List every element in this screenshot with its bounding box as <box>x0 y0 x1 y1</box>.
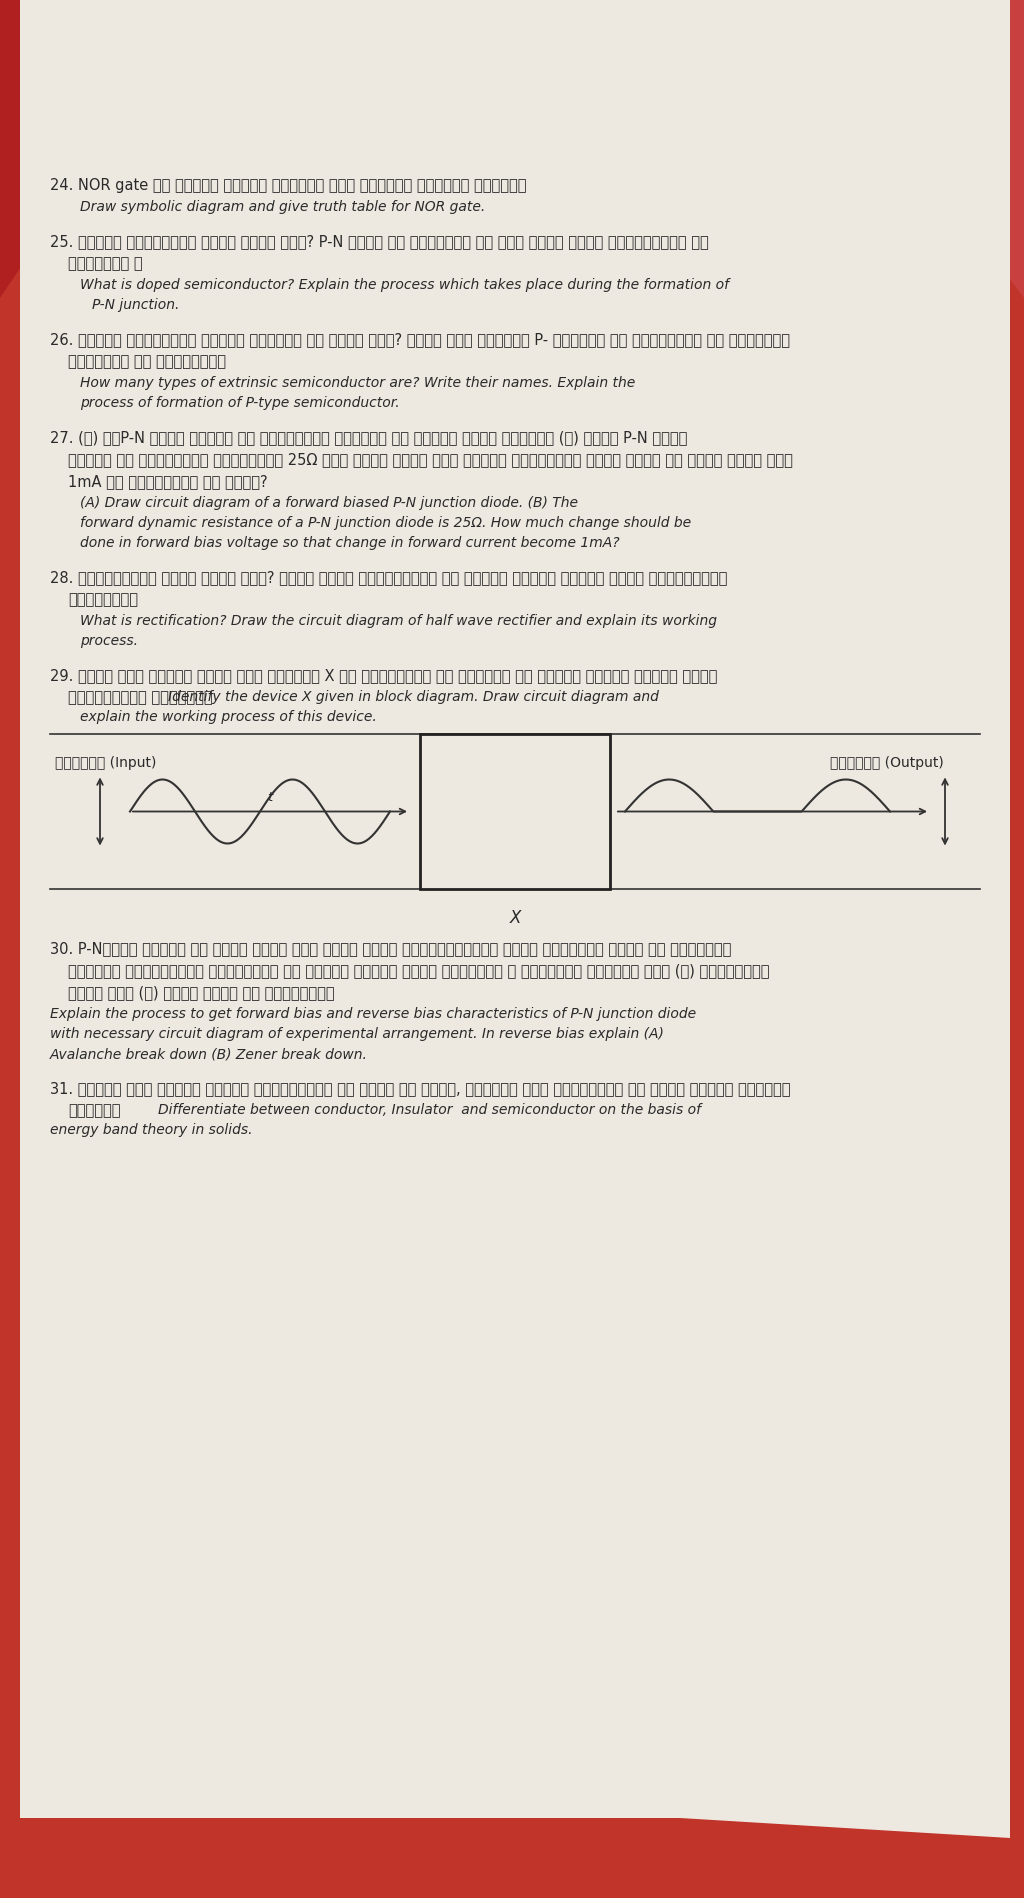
Text: 27. (अ) एकP-N संधि डायोड की अग्रगामी अवस्था का परिपथ आरेख बनाइये (ब) किसी P-N सं: 27. (अ) एकP-N संधि डायोड की अग्रगामी अवस… <box>50 431 687 444</box>
Text: process of formation of P-type semiconductor.: process of formation of P-type semicondu… <box>80 397 399 410</box>
Text: What is doped semiconductor? Explain the process which takes place during the fo: What is doped semiconductor? Explain the… <box>80 277 729 292</box>
Text: कार्यविधि समझाइये: कार्यविधि समझाइये <box>68 691 213 704</box>
Text: आवश्यक प्रायोगिक व्यवस्था के परिपथ चित्र सहित समझाइये । उत्क्रम अवस्था में (अ) ए: आवश्यक प्रायोगिक व्यवस्था के परिपथ चित्र… <box>68 962 769 977</box>
Text: 31. ठोसों में उर्जा बैण्ड सिद्धान्त के आधार पर चालक, कुचालक एवं अर्धचालक के मध्य: 31. ठोसों में उर्जा बैण्ड सिद्धान्त के आ… <box>50 1082 791 1095</box>
Text: समझाइये ।: समझाइये । <box>68 256 142 271</box>
Text: Draw symbolic diagram and give truth table for NOR gate.: Draw symbolic diagram and give truth tab… <box>80 199 485 214</box>
Text: 26. बाह्य अर्धचालक कितने प्रकार के होते हैं? इनके नाम लिखिए। P- प्रकार के अर्धचा: 26. बाह्य अर्धचालक कितने प्रकार के होते … <box>50 332 790 347</box>
Text: What is rectification? Draw the circuit diagram of half wave rectifier and expla: What is rectification? Draw the circuit … <box>80 613 717 628</box>
Text: 28. दिष्टकारण किसे कहते हैं? अर्ध तरंग दिष्टकारी का परिपथ चित्र बनाकर इसकी कार्य: 28. दिष्टकारण किसे कहते हैं? अर्ध तरंग द… <box>50 569 727 585</box>
Text: भंजन एवं (ब) जेनर भंजन को समझाइये।: भंजन एवं (ब) जेनर भंजन को समझाइये। <box>68 985 335 1000</box>
Text: निवेशी (Input): निवेशी (Input) <box>55 755 157 769</box>
Text: 30. P-Nसंधि डायोड के अग्र बायस एवं पश्च बायस अभिलाक्षणिक वक्र प्राप्त करने की प्: 30. P-Nसंधि डायोड के अग्र बायस एवं पश्च … <box>50 941 731 957</box>
Text: X: X <box>509 909 520 926</box>
Text: P-N junction.: P-N junction. <box>92 298 179 311</box>
Text: energy band theory in solids.: energy band theory in solids. <box>50 1124 253 1137</box>
Text: with necessary circuit diagram of experimental arrangement. In reverse bias expl: with necessary circuit diagram of experi… <box>50 1027 664 1040</box>
Text: 29. दिये गये ब्लॉक आरेख में युक्ति X को पहचानिए। इस युक्ति का परिपथ चित्र बनाकर : 29. दिये गये ब्लॉक आरेख में युक्ति X को … <box>50 668 718 683</box>
Text: 24. NOR gate का संकेत चित्र बनाइये एवं सत्यता सारिणी दीजिए।: 24. NOR gate का संकेत चित्र बनाइये एवं स… <box>50 178 526 194</box>
Text: forward dynamic resistance of a P-N junction diode is 25Ω. How much change shoul: forward dynamic resistance of a P-N junc… <box>80 516 691 530</box>
Text: कीजिए।: कीजिए। <box>68 1103 121 1118</box>
Text: Avalanche break down (B) Zener break down.: Avalanche break down (B) Zener break dow… <box>50 1048 368 1061</box>
Text: निर्गत (Output): निर्गत (Output) <box>830 755 944 769</box>
Bar <box>420 735 610 888</box>
Text: Explain the process to get forward bias and reverse bias characteristics of P-N : Explain the process to get forward bias … <box>50 1008 696 1021</box>
Text: प्रकिया को समझाइये।: प्रकिया को समझाइये। <box>68 355 226 368</box>
Text: समझाइये।: समझाइये। <box>68 592 138 607</box>
Text: done in forward bias voltage so that change in forward current become 1mA?: done in forward bias voltage so that cha… <box>80 535 620 550</box>
Text: Differentiate between conductor, Insulator  and semiconductor on the basis of: Differentiate between conductor, Insulat… <box>158 1103 701 1118</box>
Text: t: t <box>267 790 272 803</box>
Polygon shape <box>800 0 1024 298</box>
Text: 25. अनदयी अर्धचालक किसे कहते हैं? P-N संधि के निर्माण के समय होने वाली प्रकियाओं: 25. अनदयी अर्धचालक किसे कहते हैं? P-N सं… <box>50 233 709 249</box>
Text: 1mA का परिवर्तन हो जाये?: 1mA का परिवर्तन हो जाये? <box>68 474 267 490</box>
Text: (A) Draw circuit diagram of a forward biased P-N junction diode. (B) The: (A) Draw circuit diagram of a forward bi… <box>80 495 578 511</box>
Text: How many types of extrinsic semiconductor are? Write their names. Explain the: How many types of extrinsic semiconducto… <box>80 376 635 389</box>
Text: process.: process. <box>80 634 138 647</box>
Text: Identify the device X given in block diagram. Draw circuit diagram and: Identify the device X given in block dia… <box>168 691 658 704</box>
Polygon shape <box>20 0 1010 1837</box>
Text: explain the working process of this device.: explain the working process of this devi… <box>80 710 377 723</box>
Text: डायोड का अग्रगामी प्रतिरोध 25Ω है। अग्र दिशा में कितना परिवर्तन किया जाये कि अग्: डायोड का अग्रगामी प्रतिरोध 25Ω है। अग्र … <box>68 452 793 467</box>
Polygon shape <box>0 0 200 298</box>
